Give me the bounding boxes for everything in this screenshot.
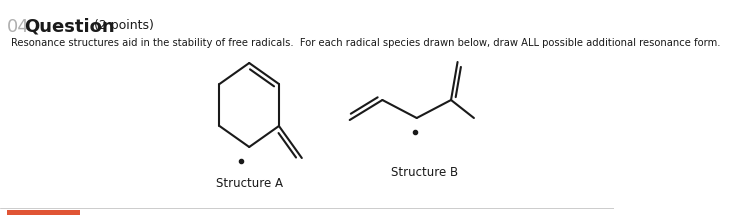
Text: Structure A: Structure A [216, 177, 283, 190]
Bar [7, 210, 80, 215]
Text: (2 points): (2 points) [94, 19, 154, 32]
Text: Structure B: Structure B [391, 166, 459, 179]
Text: Question: Question [25, 17, 115, 35]
Text: Resonance structures aid in the stability of free radicals.  For each radical sp: Resonance structures aid in the stabilit… [11, 38, 721, 48]
Text: 04: 04 [7, 18, 29, 36]
